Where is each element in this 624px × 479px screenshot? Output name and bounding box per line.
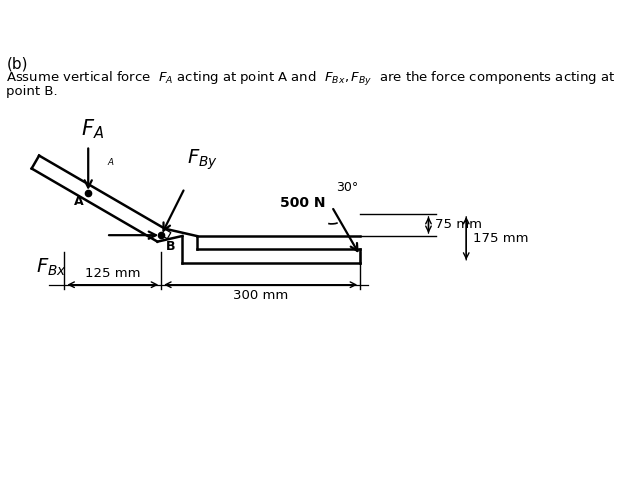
Text: A: A — [74, 195, 84, 208]
Text: $_A$: $_A$ — [107, 155, 115, 168]
Text: 30°: 30° — [336, 181, 358, 194]
Text: 500 N: 500 N — [280, 195, 326, 210]
Text: B: B — [166, 240, 175, 253]
Text: Assume vertical force  $F_A$ acting at point A and  $F_{Bx},F_{By}$  are the for: Assume vertical force $F_A$ acting at po… — [6, 70, 615, 88]
Text: 300 mm: 300 mm — [233, 289, 288, 302]
Text: 125 mm: 125 mm — [85, 267, 140, 280]
Text: $F_{Bx}$: $F_{Bx}$ — [36, 256, 67, 278]
Text: point B.: point B. — [6, 85, 58, 98]
Text: 75 mm: 75 mm — [435, 218, 482, 231]
Text: (b): (b) — [6, 57, 28, 72]
Text: 175 mm: 175 mm — [472, 232, 528, 245]
Text: $F_{By}$: $F_{By}$ — [187, 148, 218, 172]
Text: $F_A$: $F_A$ — [81, 117, 104, 141]
